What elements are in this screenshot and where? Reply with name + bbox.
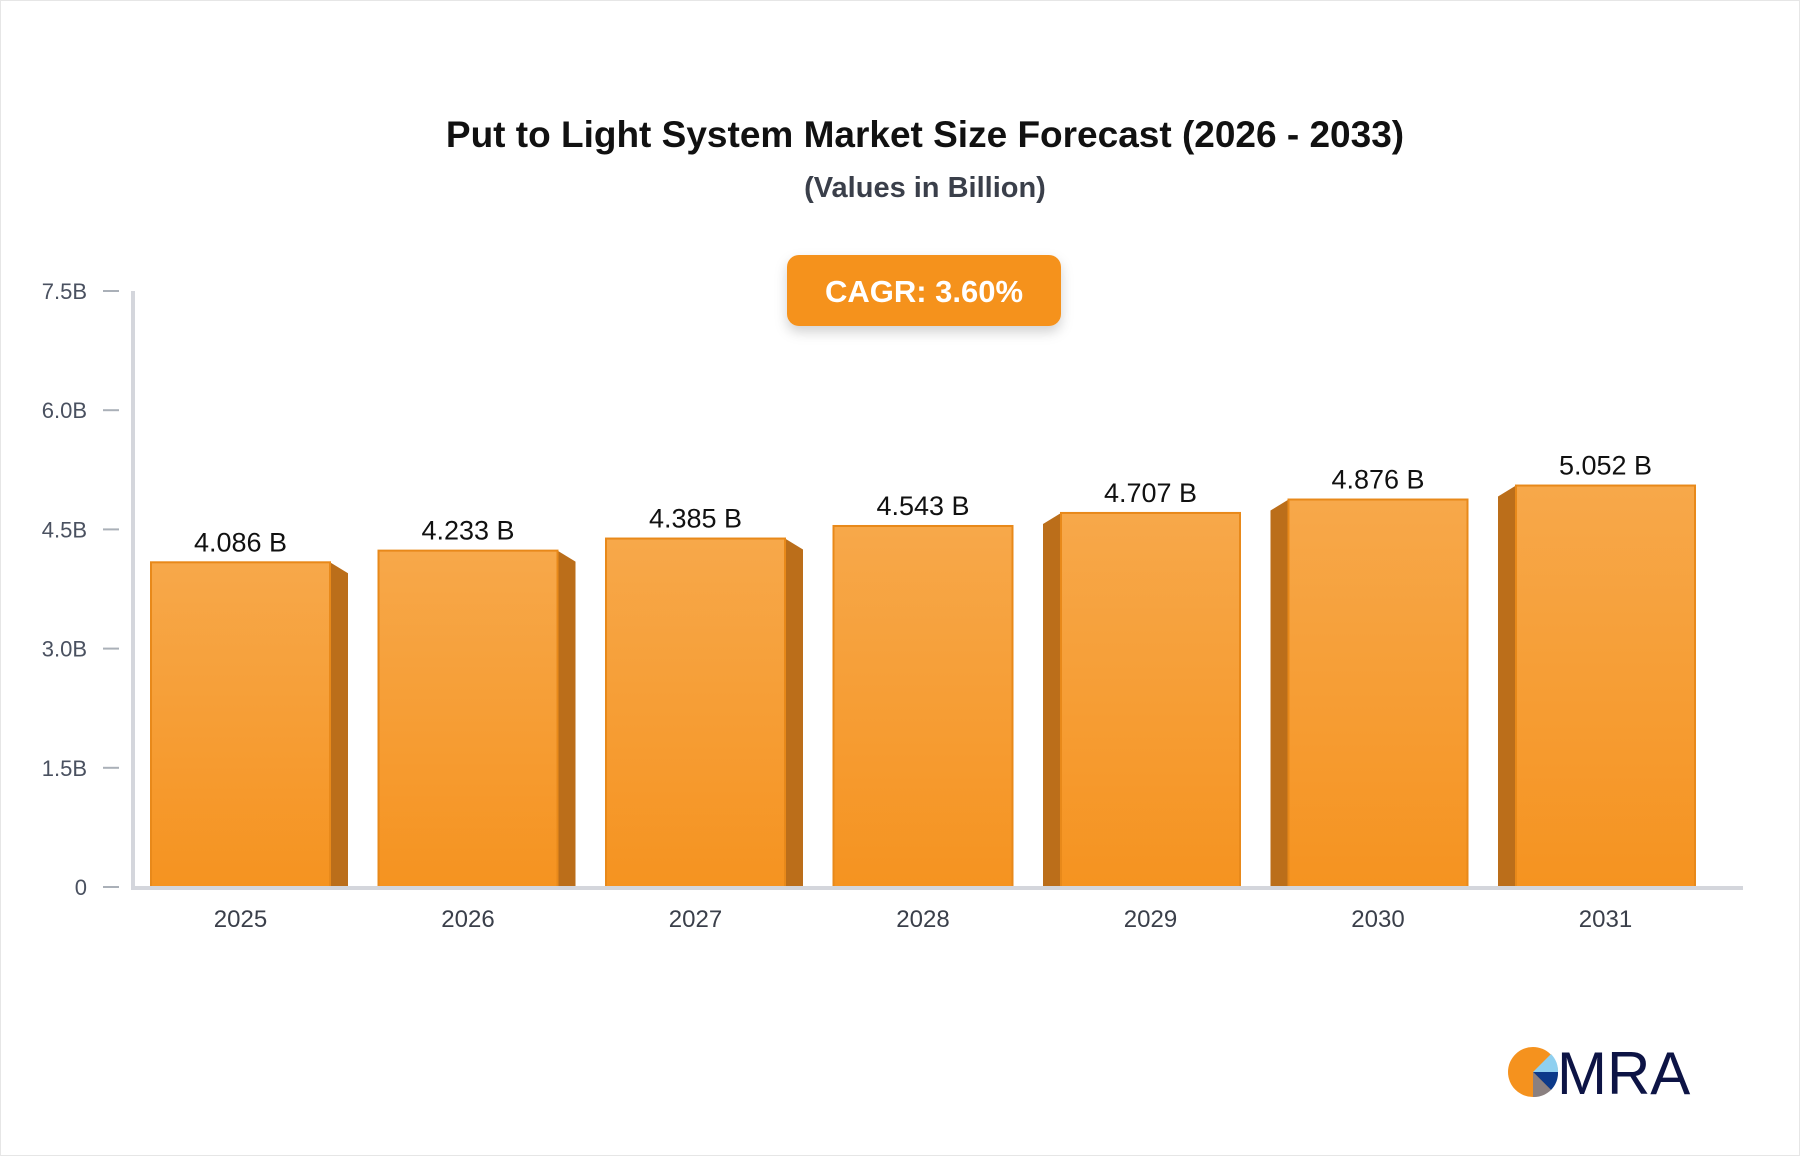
bar-2026: 4.233 B — [377, 516, 576, 888]
bar-side — [785, 538, 803, 887]
bar-2025: 4.086 B — [150, 527, 348, 888]
data-label: 4.543 B — [876, 491, 969, 521]
bar-side — [557, 550, 576, 887]
x-tick-label: 2030 — [1351, 906, 1404, 933]
cagr-badge: CAGR: 3.60% — [787, 255, 1061, 326]
bar-side — [330, 562, 348, 887]
data-label: 4.876 B — [1331, 465, 1424, 495]
bars: 4.086 B 4.233 B 4.385 B 4.543 B 4.707 B 4.876… — [150, 451, 1696, 889]
x-tick-label: 2026 — [441, 906, 494, 933]
x-axis: 2025 2026 2027 2028 2029 2030 2031 — [214, 906, 1632, 933]
data-label: 4.707 B — [1104, 478, 1197, 508]
mra-logo: MRA — [1508, 1040, 1690, 1107]
data-label: 4.086 B — [194, 527, 287, 557]
x-tick-label: 2029 — [1124, 906, 1177, 933]
y-tick-label: 1.5B — [42, 756, 87, 781]
y-axis: 0 1.5B 3.0B 4.5B 6.0B 7.5B — [42, 279, 119, 900]
bar-2029: 4.707 B — [1043, 478, 1241, 888]
x-tick-label: 2028 — [896, 906, 949, 933]
y-tick-label: 6.0B — [42, 398, 87, 423]
bar-2031: 5.052 B — [1498, 451, 1696, 888]
bar-2027: 4.385 B — [605, 504, 803, 889]
bar — [1060, 511, 1241, 888]
bar — [1287, 498, 1469, 888]
y-tick-label: 3.0B — [42, 637, 87, 662]
bar-2030: 4.876 B — [1270, 465, 1469, 888]
data-label: 5.052 B — [1559, 451, 1652, 481]
bar-side — [1498, 485, 1516, 887]
cagr-text: CAGR: 3.60% — [825, 274, 1023, 309]
bar-side — [1043, 512, 1061, 887]
bar — [832, 524, 1014, 888]
data-label: 4.233 B — [421, 516, 514, 546]
logo-text: MRA — [1557, 1040, 1690, 1107]
y-tick-label: 0 — [75, 875, 87, 900]
y-tick-label: 4.5B — [42, 517, 87, 542]
x-tick-label: 2031 — [1579, 906, 1632, 933]
bar — [377, 549, 559, 888]
chart-subtitle: (Values in Billion) — [804, 172, 1046, 204]
data-label: 4.385 B — [649, 504, 742, 534]
chart-title: Put to Light System Market Size Forecast… — [446, 114, 1404, 155]
bar-side — [1270, 499, 1289, 887]
bar — [150, 561, 331, 888]
bar — [1515, 484, 1696, 888]
x-tick-label: 2025 — [214, 906, 267, 933]
bar-2028: 4.543 B — [832, 491, 1014, 888]
bar — [605, 537, 786, 889]
y-tick-label: 7.5B — [42, 279, 87, 304]
x-tick-label: 2027 — [669, 906, 722, 933]
